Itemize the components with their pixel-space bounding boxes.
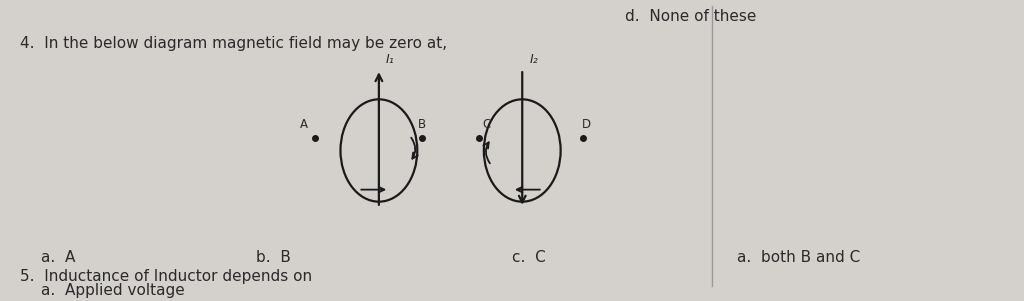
Text: a.  A: a. A (41, 250, 76, 265)
Text: B: B (419, 118, 426, 131)
Text: b.  B: b. B (256, 250, 291, 265)
Text: D: D (582, 118, 591, 131)
Text: 4.  In the below diagram magnetic field may be zero at,: 4. In the below diagram magnetic field m… (20, 36, 447, 51)
Text: a.  both B and C: a. both B and C (737, 250, 860, 265)
Text: c.  C: c. C (512, 250, 546, 265)
Text: I₂: I₂ (529, 53, 539, 66)
Text: d.  None of these: d. None of these (625, 9, 756, 24)
Text: A: A (300, 118, 307, 131)
Text: I₁: I₁ (386, 53, 395, 66)
Text: 5.  Inductance of Inductor depends on: 5. Inductance of Inductor depends on (20, 269, 312, 284)
Text: a.  Applied voltage: a. Applied voltage (41, 283, 184, 298)
Text: C: C (482, 118, 492, 131)
